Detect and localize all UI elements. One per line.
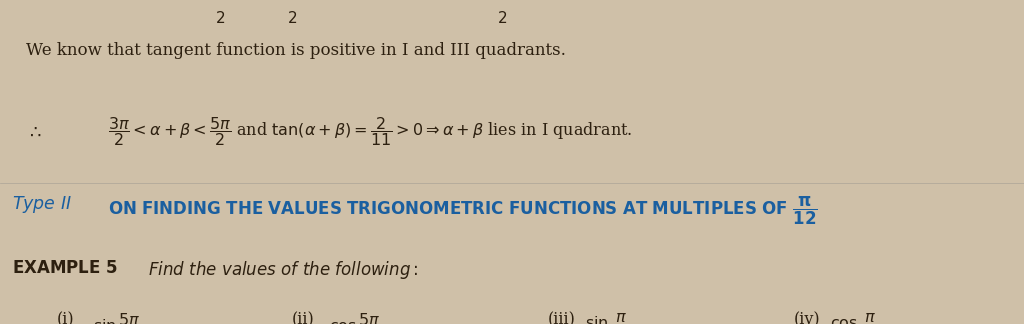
Text: (iii): (iii) <box>548 311 575 324</box>
Text: $\sin\dfrac{5\pi}{12}$: $\sin\dfrac{5\pi}{12}$ <box>93 311 141 324</box>
Text: $\mathit{Find\ the\ values\ of\ the\ following:}$: $\mathit{Find\ the\ values\ of\ the\ fol… <box>148 259 419 281</box>
Text: $\sin\dfrac{\pi}{12}$: $\sin\dfrac{\pi}{12}$ <box>585 311 633 324</box>
Text: $\mathit{Type\ II}$: $\mathit{Type\ II}$ <box>12 194 73 215</box>
Text: $\dfrac{3\pi}{2}<\alpha+\beta<\dfrac{5\pi}{2}$ and $\tan(\alpha+\beta)=\dfrac{2}: $\dfrac{3\pi}{2}<\alpha+\beta<\dfrac{5\p… <box>108 115 632 148</box>
Text: $2$: $2$ <box>215 10 225 26</box>
Text: $\mathbf{ON\ FINDING\ THE\ VALUES\ TRIGONOMETRIC\ FUNCTIONS\ AT\ MULTIPLES\ OF\ : $\mathbf{ON\ FINDING\ THE\ VALUES\ TRIGO… <box>108 194 817 226</box>
Text: (iv): (iv) <box>794 311 820 324</box>
Text: $\cos\dfrac{\pi}{12}$: $\cos\dfrac{\pi}{12}$ <box>830 311 883 324</box>
Text: (i): (i) <box>56 311 74 324</box>
Text: We know that tangent function is positive in I and III quadrants.: We know that tangent function is positiv… <box>26 42 565 59</box>
Text: $2$: $2$ <box>497 10 507 26</box>
Text: $\cos\dfrac{5\pi}{12}$: $\cos\dfrac{5\pi}{12}$ <box>329 311 381 324</box>
Text: $\therefore$: $\therefore$ <box>26 123 41 141</box>
Text: $2$: $2$ <box>287 10 297 26</box>
Text: $\mathbf{EXAMPLE\ 5}$: $\mathbf{EXAMPLE\ 5}$ <box>12 259 118 277</box>
Text: (ii): (ii) <box>292 311 314 324</box>
